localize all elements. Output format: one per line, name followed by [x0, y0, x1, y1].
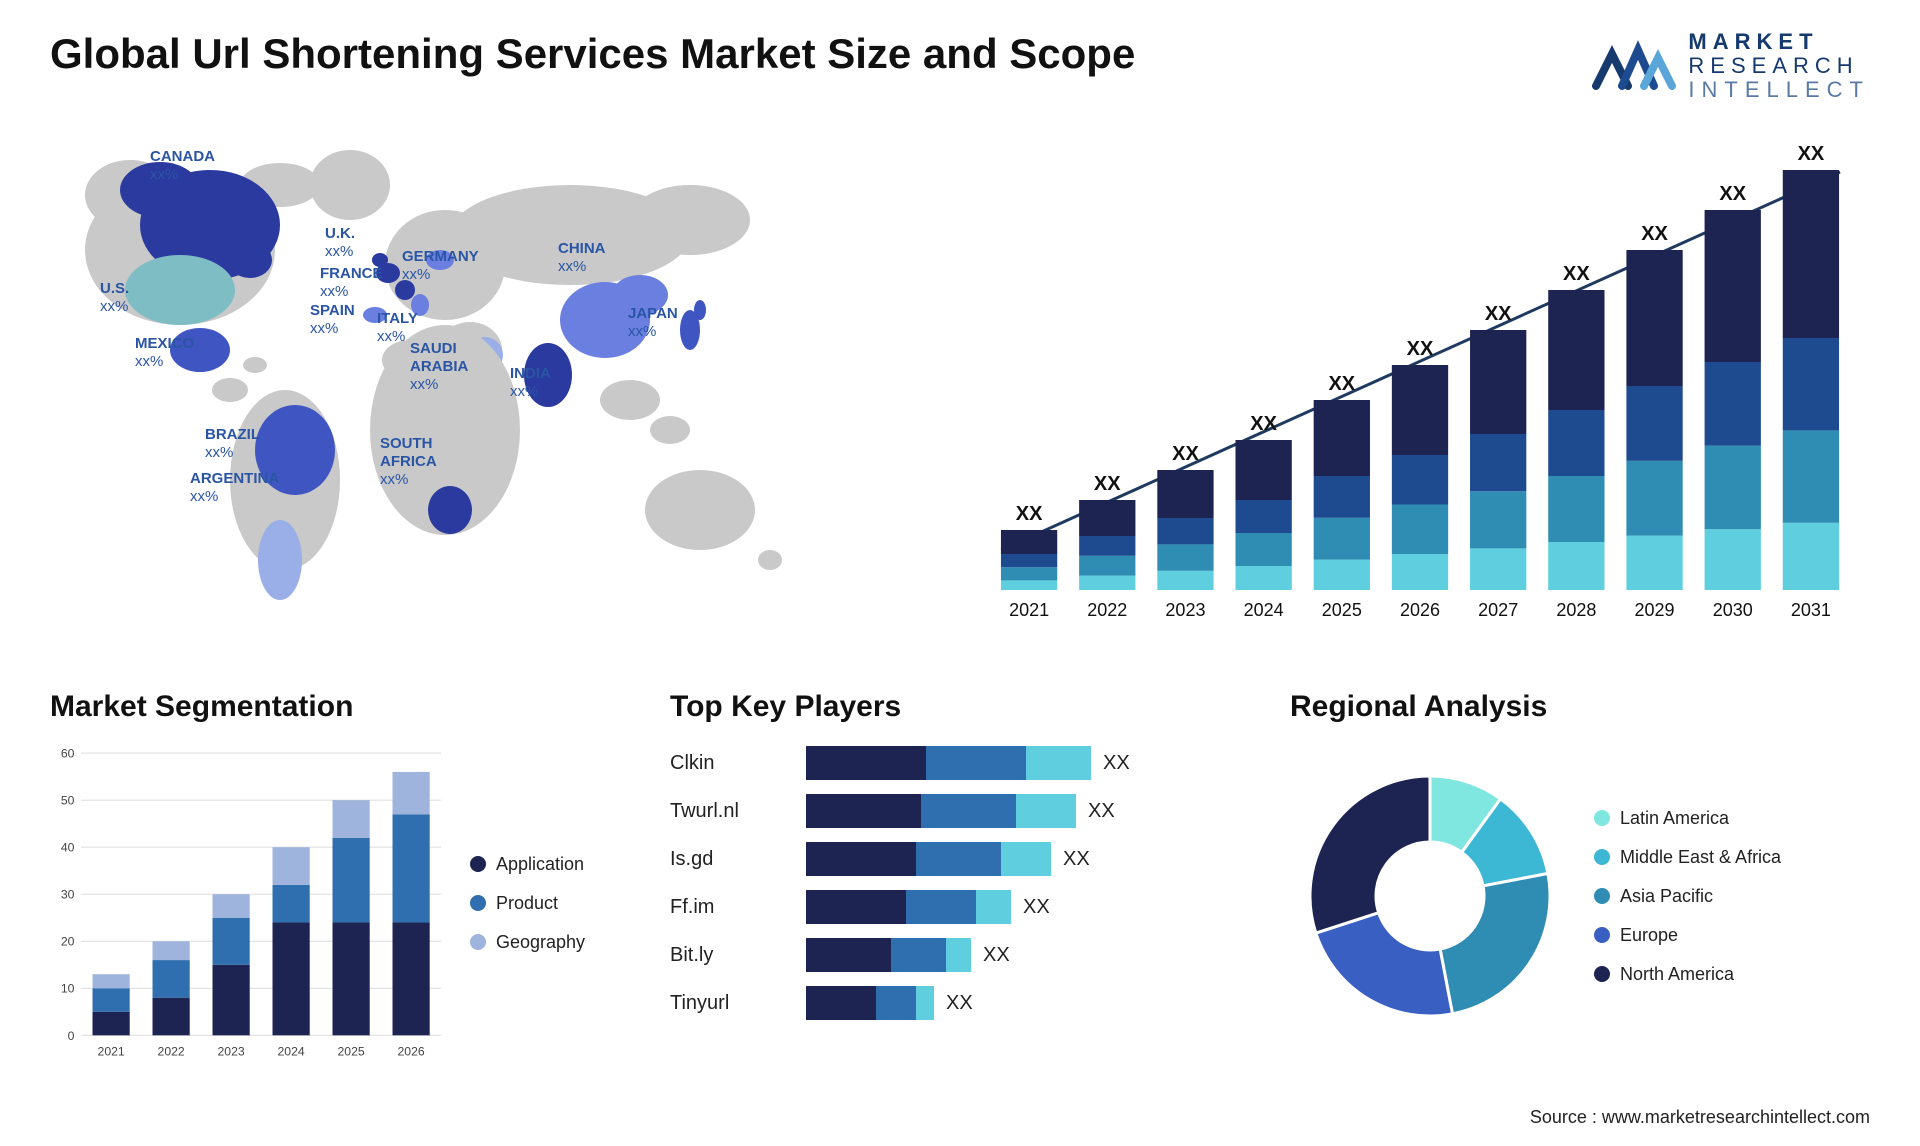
world-map-panel: CANADAxx% U.S.xx%MEXICOxx% BRAZILxx% ARGENT… [50, 130, 930, 650]
svg-text:XX: XX [1641, 223, 1668, 245]
logo-mark-icon [1592, 36, 1676, 96]
map-label: ARGENTINAxx% [190, 470, 279, 506]
svg-text:2022: 2022 [158, 1044, 185, 1058]
segmentation-panel: Market Segmentation 01020304050602021202… [50, 690, 630, 1050]
row-top: CANADAxx% U.S.xx%MEXICOxx% BRAZILxx% ARGENT… [50, 130, 1870, 650]
players-name-list: Clkin Twurl.nl Is.gd Ff.im Bit.ly Tinyurl [670, 742, 790, 1050]
svg-text:30: 30 [61, 888, 75, 902]
brand-logo: MARKET RESEARCH INTELLECT [1592, 30, 1870, 103]
map-label: GERMANYxx% [402, 248, 479, 284]
growth-chart-panel: XX 2021 XX 2022 XX 2023 XX 2024 XX 2025 XX 2026 XX 20… [970, 130, 1870, 650]
svg-text:2021: 2021 [98, 1044, 125, 1058]
segmentation-legend: Application Product Geography [470, 742, 630, 1064]
svg-text:2025: 2025 [1322, 600, 1362, 620]
player-bar-row: XX [806, 938, 1250, 972]
regional-donut-chart [1290, 756, 1570, 1036]
svg-text:2023: 2023 [1165, 600, 1205, 620]
svg-text:2024: 2024 [1244, 600, 1284, 620]
svg-text:2024: 2024 [278, 1044, 305, 1058]
segmentation-bar-chart: 0 10 20 30 40 50 60 2021 2022 2023 2024 2025 2026 [50, 742, 450, 1064]
logo-text: MARKET RESEARCH INTELLECT [1688, 30, 1870, 103]
map-label: SAUDIARABIAxx% [410, 340, 468, 394]
world-map-icon [50, 130, 930, 650]
svg-text:XX: XX [1719, 183, 1746, 205]
svg-text:2026: 2026 [398, 1044, 425, 1058]
player-name: Tinyurl [670, 986, 790, 1020]
segmentation-body: 0 10 20 30 40 50 60 2021 2022 2023 2024 2025 2026 Ap… [50, 742, 630, 1064]
map-label: U.K.xx% [325, 225, 355, 261]
player-bar-row: XX [806, 794, 1250, 828]
player-bar-row: XX [806, 746, 1250, 780]
header: Global Url Shortening Services Market Si… [50, 30, 1870, 120]
svg-text:0: 0 [68, 1029, 75, 1043]
regional-legend-item: Middle East & Africa [1594, 847, 1870, 868]
svg-text:XX: XX [1407, 338, 1434, 360]
segmentation-title: Market Segmentation [50, 690, 630, 724]
svg-text:20: 20 [61, 935, 75, 949]
players-bar-list: XX XX XX XX XX XX [806, 742, 1250, 1050]
players-panel: Top Key Players Clkin Twurl.nl Is.gd Ff.im B… [670, 690, 1250, 1050]
svg-text:40: 40 [61, 841, 75, 855]
svg-text:XX: XX [1250, 413, 1277, 435]
regional-legend-item: Latin America [1594, 808, 1870, 829]
svg-text:XX: XX [1563, 263, 1590, 285]
map-label: CANADAxx% [150, 148, 215, 184]
svg-text:2022: 2022 [1087, 600, 1127, 620]
svg-text:XX: XX [1172, 443, 1199, 465]
svg-text:XX: XX [1328, 373, 1355, 395]
player-bar-row: XX [806, 890, 1250, 924]
logo-line-2: RESEARCH [1688, 54, 1870, 78]
growth-bar-chart: XX 2021 XX 2022 XX 2023 XX 2024 XX 2025 XX 2026 XX 20… [970, 130, 1870, 650]
regional-body: Latin America Middle East & Africa Asia Pa… [1290, 742, 1870, 1050]
svg-text:XX: XX [1485, 303, 1512, 325]
regional-legend-item: Europe [1594, 925, 1870, 946]
regional-legend: Latin America Middle East & Africa Asia Pa… [1594, 808, 1870, 985]
svg-text:2030: 2030 [1713, 600, 1753, 620]
map-label: BRAZILxx% [205, 426, 260, 462]
svg-text:2027: 2027 [1478, 600, 1518, 620]
player-name: Bit.ly [670, 938, 790, 972]
svg-text:2031: 2031 [1791, 600, 1831, 620]
player-bar-row: XX [806, 842, 1250, 876]
svg-text:2023: 2023 [218, 1044, 245, 1058]
regional-legend-item: North America [1594, 964, 1870, 985]
svg-text:2028: 2028 [1556, 600, 1596, 620]
players-body: ClkinTwurl.nlIs.gdFf.imBit.lyTinyurl XXX… [670, 742, 1250, 1050]
svg-text:2021: 2021 [1009, 600, 1049, 620]
player-name: Is.gd [670, 842, 790, 876]
segmentation-legend-item: Application [470, 854, 630, 875]
segmentation-legend-item: Geography [470, 932, 630, 953]
regional-legend-item: Asia Pacific [1594, 886, 1870, 907]
regional-title: Regional Analysis [1290, 690, 1870, 724]
regional-panel: Regional Analysis Latin America Middle Ea… [1290, 690, 1870, 1050]
player-name: Twurl.nl [670, 794, 790, 828]
player-name: Clkin [670, 746, 790, 780]
svg-text:2026: 2026 [1400, 600, 1440, 620]
map-label: SPAINxx% [310, 302, 355, 338]
map-label: CHINAxx% [558, 240, 606, 276]
map-label: SOUTHAFRICAxx% [380, 435, 437, 489]
page-title: Global Url Shortening Services Market Si… [50, 30, 1135, 78]
svg-text:XX: XX [1798, 143, 1825, 165]
segmentation-legend-item: Product [470, 893, 630, 914]
svg-text:50: 50 [61, 794, 75, 808]
row-bottom: Market Segmentation 01020304050602021202… [50, 690, 1870, 1050]
logo-line-1: MARKET [1688, 30, 1870, 54]
player-bar-row: XX [806, 986, 1250, 1020]
svg-text:60: 60 [61, 747, 75, 761]
map-label: JAPANxx% [628, 305, 678, 341]
logo-line-3: INTELLECT [1688, 78, 1870, 102]
map-label: U.S.xx% [100, 280, 129, 316]
players-title: Top Key Players [670, 690, 1250, 724]
svg-text:XX: XX [1016, 503, 1043, 525]
svg-text:10: 10 [61, 982, 75, 996]
svg-text:2025: 2025 [338, 1044, 365, 1058]
player-name: Ff.im [670, 890, 790, 924]
svg-text:2029: 2029 [1635, 600, 1675, 620]
map-label: FRANCExx% [320, 265, 383, 301]
svg-text:XX: XX [1094, 473, 1121, 495]
map-label: MEXICOxx% [135, 335, 194, 371]
map-label: INDIAxx% [510, 365, 551, 401]
source-text: Source : www.marketresearchintellect.com [1530, 1107, 1870, 1128]
